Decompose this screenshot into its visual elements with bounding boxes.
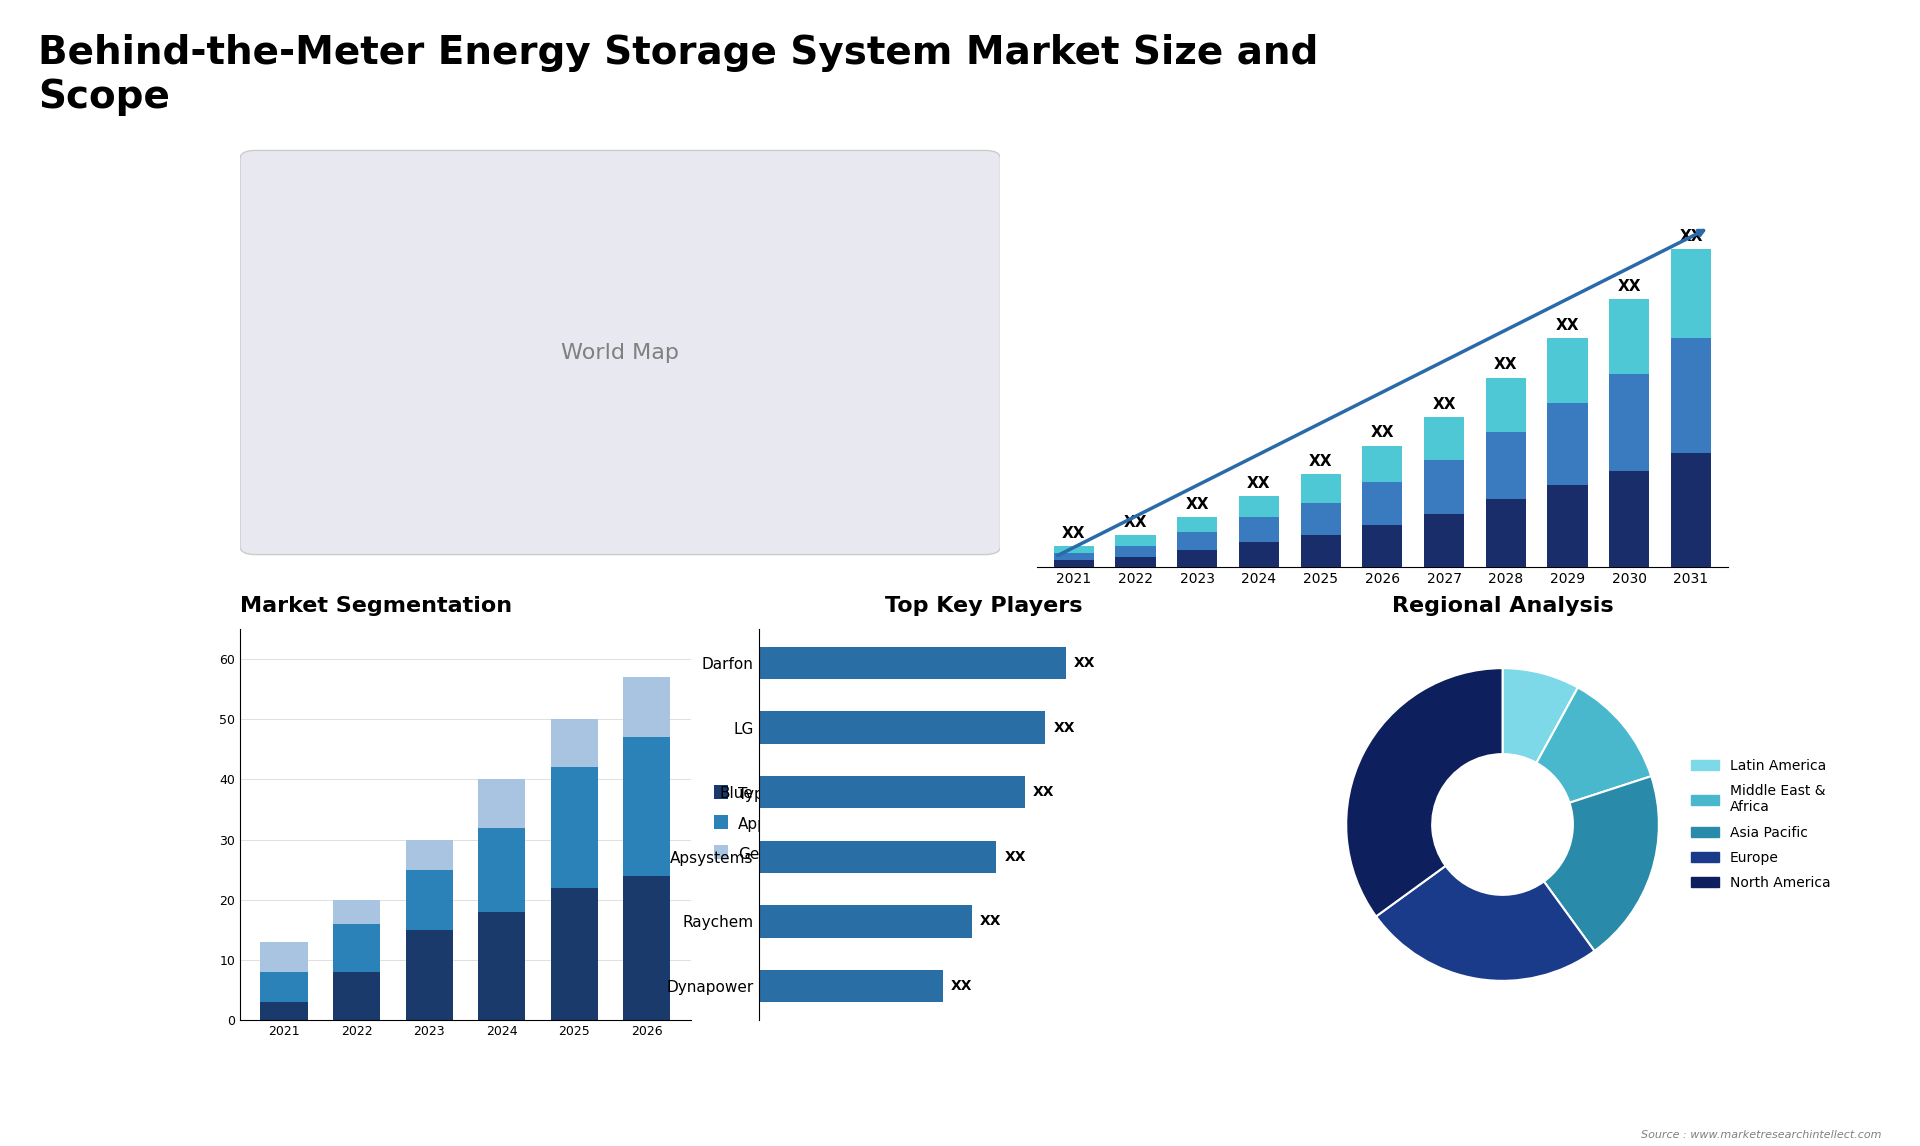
Bar: [332, 900, 380, 924]
Bar: [405, 929, 453, 1020]
Bar: [551, 720, 597, 768]
Text: XX: XX: [1555, 319, 1580, 333]
Bar: [758, 905, 972, 937]
Bar: [1609, 471, 1649, 567]
Bar: [758, 970, 943, 1002]
Text: XX: XX: [1185, 497, 1210, 512]
Bar: [624, 677, 670, 737]
Bar: [1116, 545, 1156, 557]
Bar: [551, 768, 597, 888]
Bar: [1363, 525, 1402, 567]
Bar: [624, 876, 670, 1020]
Bar: [1054, 554, 1094, 560]
Bar: [1177, 517, 1217, 532]
Bar: [1425, 417, 1465, 461]
Text: XX: XX: [1073, 656, 1096, 670]
Bar: [758, 646, 1066, 680]
Bar: [478, 912, 526, 1020]
Bar: [405, 870, 453, 929]
Bar: [1116, 557, 1156, 567]
Bar: [551, 888, 597, 1020]
Text: XX: XX: [1062, 526, 1085, 541]
Bar: [1238, 517, 1279, 542]
Bar: [1486, 432, 1526, 500]
Bar: [1486, 500, 1526, 567]
Bar: [1238, 496, 1279, 517]
Bar: [1548, 338, 1588, 403]
Bar: [1425, 461, 1465, 513]
Bar: [1486, 378, 1526, 432]
Wedge shape: [1346, 668, 1503, 917]
Text: XX: XX: [1309, 454, 1332, 469]
Bar: [1116, 535, 1156, 545]
Text: XX: XX: [1617, 278, 1642, 293]
Text: XX: XX: [1054, 721, 1075, 735]
Bar: [1238, 542, 1279, 567]
Legend: Type, Application, Geography: Type, Application, Geography: [708, 780, 829, 869]
Bar: [1548, 485, 1588, 567]
Text: World Map: World Map: [561, 343, 680, 362]
Bar: [1548, 403, 1588, 485]
Bar: [758, 712, 1046, 744]
Bar: [1425, 513, 1465, 567]
Text: XX: XX: [1432, 397, 1455, 411]
FancyBboxPatch shape: [240, 150, 1000, 555]
Bar: [332, 924, 380, 972]
Bar: [1300, 535, 1340, 567]
Text: XX: XX: [950, 979, 973, 994]
Bar: [332, 972, 380, 1020]
Bar: [1177, 550, 1217, 567]
Wedge shape: [1503, 668, 1578, 763]
Wedge shape: [1377, 866, 1594, 981]
Text: Behind-the-Meter Energy Storage System Market Size and
Scope: Behind-the-Meter Energy Storage System M…: [38, 34, 1319, 117]
Text: XX: XX: [1123, 515, 1148, 529]
Bar: [1054, 560, 1094, 567]
Text: XX: XX: [1680, 228, 1703, 244]
Bar: [261, 1002, 307, 1020]
Bar: [261, 972, 307, 1002]
Text: XX: XX: [1033, 785, 1054, 799]
Legend: Latin America, Middle East &
Africa, Asia Pacific, Europe, North America: Latin America, Middle East & Africa, Asi…: [1686, 754, 1836, 895]
Bar: [1670, 338, 1711, 453]
Bar: [1054, 545, 1094, 554]
Bar: [1177, 532, 1217, 550]
Bar: [758, 776, 1025, 808]
Bar: [478, 779, 526, 827]
Bar: [478, 827, 526, 912]
Bar: [1609, 375, 1649, 471]
Text: XX: XX: [1004, 850, 1025, 864]
Bar: [1363, 481, 1402, 525]
Bar: [624, 737, 670, 876]
Bar: [1363, 446, 1402, 481]
Wedge shape: [1536, 688, 1651, 802]
Text: Market Segmentation: Market Segmentation: [240, 596, 513, 617]
Text: Source : www.marketresearchintellect.com: Source : www.marketresearchintellect.com: [1642, 1130, 1882, 1140]
Bar: [1670, 453, 1711, 567]
Bar: [1300, 503, 1340, 535]
Text: XX: XX: [1371, 425, 1394, 440]
Bar: [758, 841, 996, 873]
Text: XX: XX: [1494, 358, 1517, 372]
Bar: [1670, 249, 1711, 338]
Bar: [1300, 474, 1340, 503]
Title: Regional Analysis: Regional Analysis: [1392, 596, 1613, 617]
Text: XX: XX: [1248, 476, 1271, 490]
Title: Top Key Players: Top Key Players: [885, 596, 1083, 617]
Wedge shape: [1544, 776, 1659, 951]
Bar: [261, 942, 307, 972]
Bar: [405, 840, 453, 870]
Bar: [1609, 299, 1649, 375]
Text: XX: XX: [979, 915, 1002, 928]
